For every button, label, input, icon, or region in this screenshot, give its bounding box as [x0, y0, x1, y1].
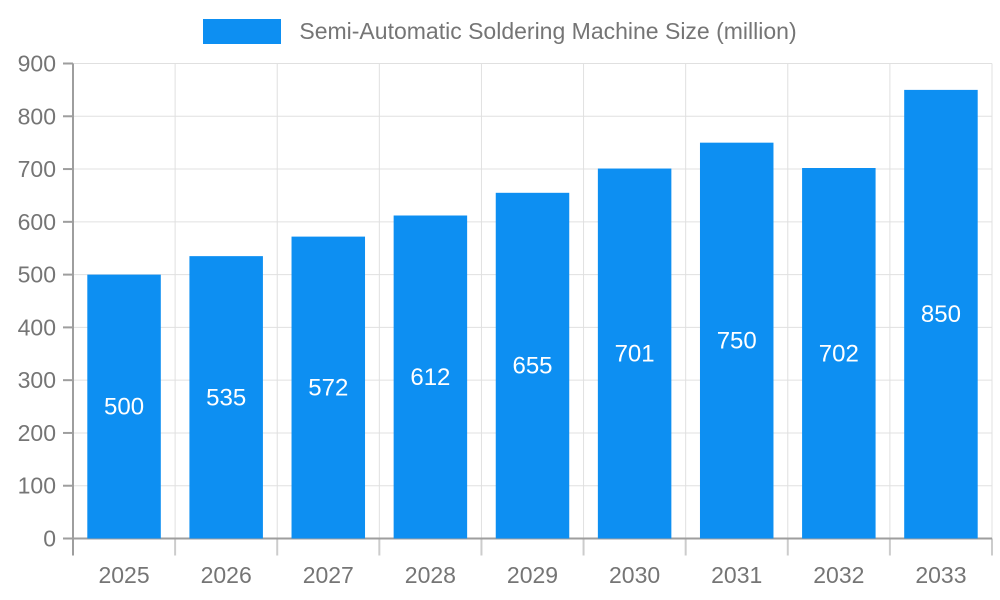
x-axis-label: 2029: [507, 562, 558, 588]
x-axis-label: 2032: [813, 562, 864, 588]
bar[interactable]: [291, 236, 366, 539]
bar[interactable]: [597, 168, 672, 539]
y-axis-label: 500: [18, 262, 56, 288]
bar-value-label: 701: [615, 341, 655, 368]
bar-value-label: 655: [512, 353, 552, 380]
x-axis-label: 2033: [915, 562, 966, 588]
bar-value-label: 500: [104, 394, 144, 421]
legend-label: Semi-Automatic Soldering Machine Size (m…: [299, 18, 797, 44]
bar[interactable]: [393, 215, 468, 539]
bar-value-label: 535: [206, 384, 246, 411]
bar-value-label: 750: [717, 328, 757, 355]
bar[interactable]: [87, 274, 161, 539]
y-axis-label: 200: [18, 420, 56, 446]
bar[interactable]: [802, 168, 876, 539]
legend-swatch-icon: [203, 19, 282, 44]
bar-value-label: 612: [410, 364, 450, 391]
y-axis-label: 800: [18, 103, 56, 129]
x-axis-label: 2028: [405, 562, 456, 588]
x-axis-label: 2027: [303, 562, 354, 588]
bar[interactable]: [495, 192, 570, 539]
bar-value-label: 702: [819, 340, 859, 367]
x-axis-label: 2031: [711, 562, 762, 588]
bar-value-label: 850: [921, 301, 961, 328]
bar[interactable]: [189, 256, 263, 539]
bar[interactable]: [699, 142, 774, 539]
y-axis-label: 900: [18, 51, 56, 77]
legend[interactable]: Semi-Automatic Soldering Machine Size (m…: [0, 18, 1000, 45]
x-axis-label: 2030: [609, 562, 660, 588]
bar-value-label: 572: [308, 375, 348, 402]
y-axis-label: 700: [18, 156, 56, 182]
x-axis-label: 2026: [201, 562, 252, 588]
y-axis-label: 600: [18, 209, 56, 235]
y-axis-label: 0: [43, 526, 56, 552]
y-axis-label: 100: [18, 473, 56, 499]
bar[interactable]: [904, 89, 978, 539]
y-axis-label: 400: [18, 314, 56, 340]
x-axis-label: 2025: [98, 562, 149, 588]
y-axis-label: 300: [18, 367, 56, 393]
